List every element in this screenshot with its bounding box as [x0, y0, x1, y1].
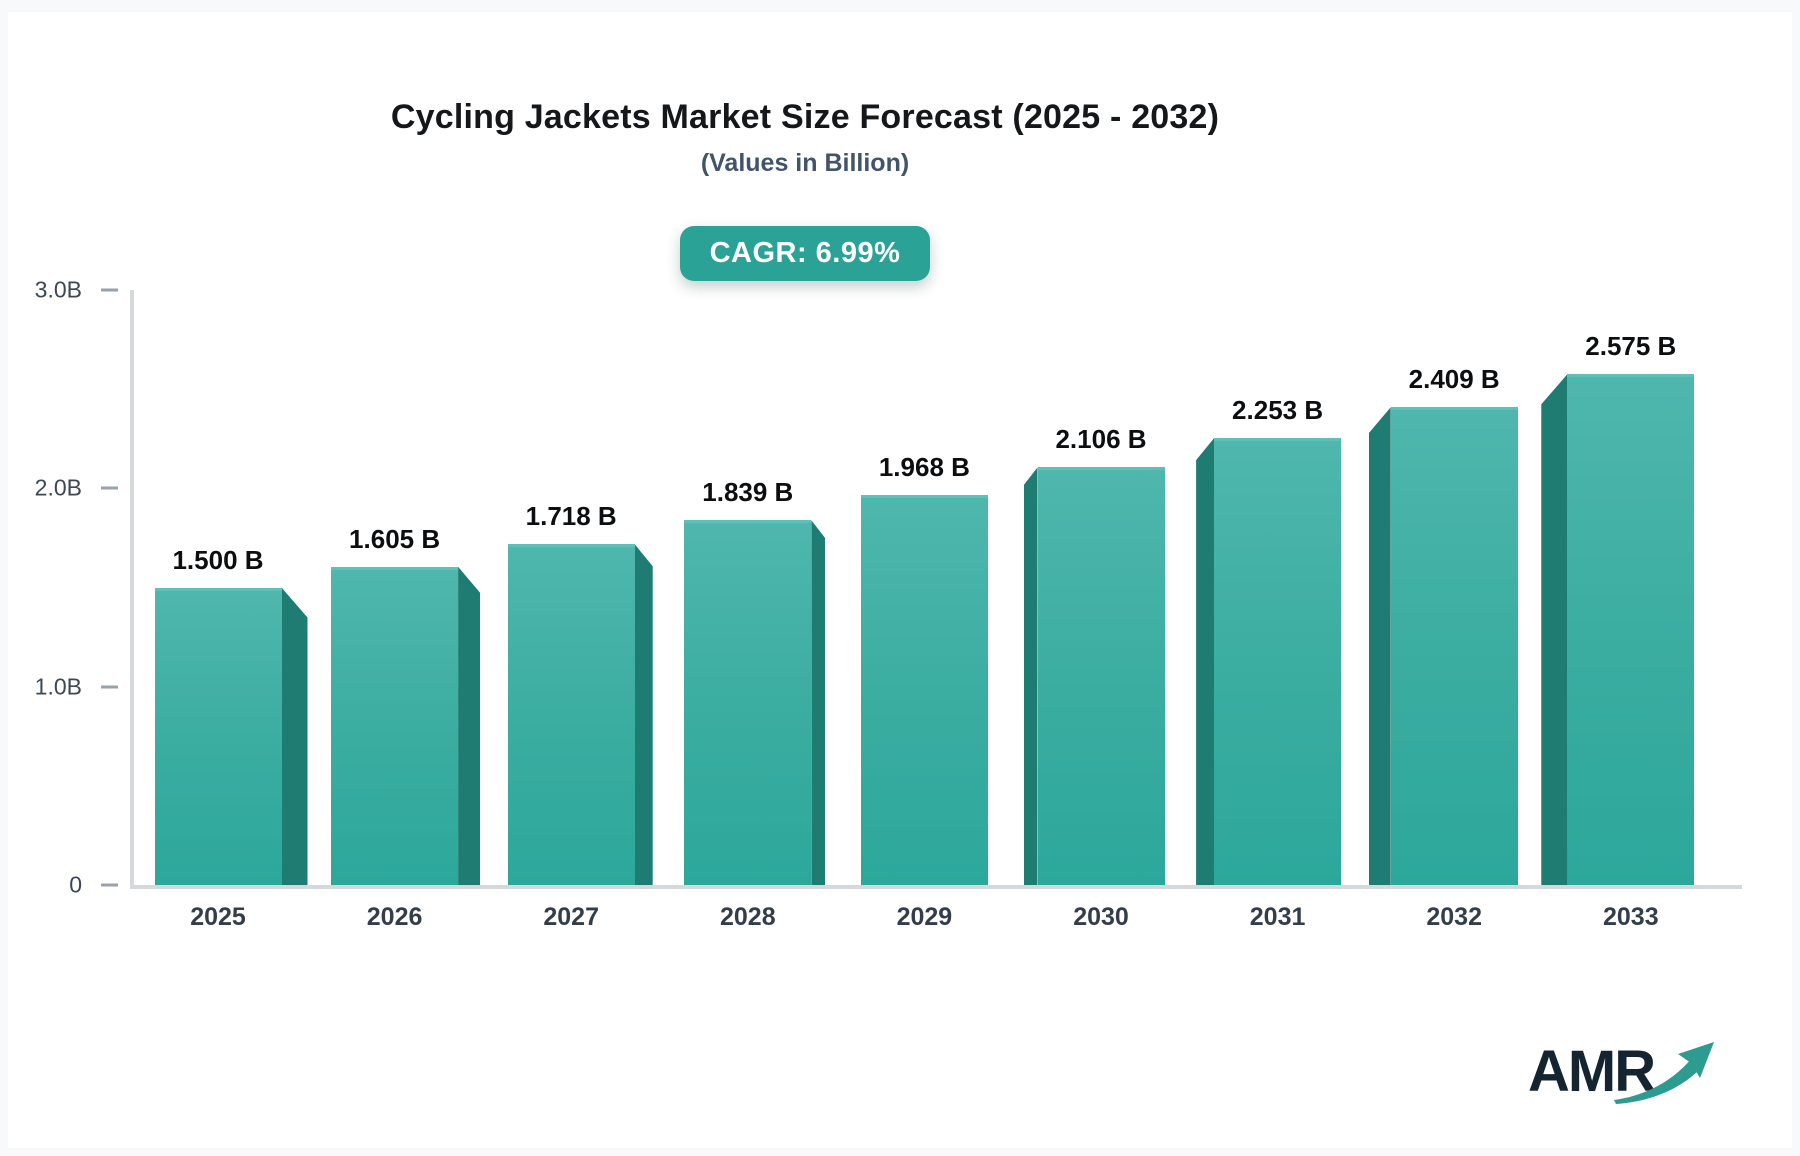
- bar-3d-side: [1368, 407, 1391, 885]
- x-tick-label: 2028: [719, 903, 776, 931]
- bar-3d-side: [811, 520, 826, 885]
- bar-value-label: 2.409 B: [1408, 364, 1500, 395]
- y-tick-label: 0: [69, 871, 82, 898]
- x-tick-label: 2032: [1426, 903, 1482, 931]
- bar-3d-side: [1541, 374, 1568, 885]
- bar: [684, 520, 812, 885]
- bar-value-label: 2.575 B: [1585, 331, 1677, 362]
- bar-3d-side: [634, 544, 653, 885]
- y-tick-mark: [101, 486, 118, 490]
- bar-value-label: 1.500 B: [172, 544, 264, 575]
- growth-arrow-icon: [1614, 1042, 1714, 1104]
- bar-value-label: 1.718 B: [525, 501, 617, 532]
- cagr-badge-row: CAGR: 6.99%: [0, 226, 1800, 281]
- x-tick-label: 2030: [1073, 903, 1129, 931]
- brand-logo-text: AMR: [1528, 1039, 1656, 1104]
- brand-logo: AMR: [1528, 1038, 1718, 1110]
- bar: [507, 544, 635, 885]
- bar: [331, 566, 459, 885]
- chart-title: Cycling Jackets Market Size Forecast (20…: [390, 98, 1220, 136]
- plot-area: 1.500 B 2025 1.605 B 2026 1.718 B 2027 1.839 B…: [130, 290, 1750, 931]
- bar: [1214, 438, 1342, 885]
- x-axis-line: [130, 885, 1742, 889]
- bar: [860, 494, 988, 885]
- bar-3d-side: [281, 587, 308, 885]
- bar: [1390, 407, 1518, 885]
- y-axis-line: [130, 290, 134, 889]
- x-tick-label: 2027: [543, 903, 599, 931]
- x-tick-label: 2026: [366, 903, 423, 931]
- chart-subtitle: (Values in Billion): [700, 149, 910, 177]
- x-tick-label: 2033: [1602, 903, 1659, 931]
- x-tick-label: 2029: [896, 903, 953, 931]
- bar-value-label: 2.106 B: [1055, 424, 1147, 455]
- y-tick-mark: [101, 883, 118, 887]
- y-tick-mark: [101, 288, 118, 292]
- bar-3d-side: [1023, 467, 1038, 885]
- bar-value-label: 2.253 B: [1232, 395, 1324, 426]
- bar-value-label: 1.605 B: [349, 523, 441, 554]
- bar: [154, 587, 282, 885]
- bar-value-label: 1.839 B: [702, 477, 794, 508]
- y-tick-mark: [101, 685, 118, 689]
- x-tick-label: 2031: [1249, 903, 1306, 931]
- bar-3d-side: [1196, 438, 1215, 885]
- bar-value-label: 1.968 B: [878, 451, 970, 482]
- y-tick-label: 3.0B: [34, 276, 82, 303]
- bar: [1567, 374, 1695, 885]
- x-tick-label: 2025: [190, 903, 246, 931]
- bar: [1037, 467, 1165, 885]
- y-tick-label: 1.0B: [34, 673, 82, 700]
- y-tick-label: 2.0B: [34, 474, 82, 501]
- cagr-badge: CAGR: 6.99%: [679, 226, 931, 281]
- bar-3d-side: [458, 566, 481, 885]
